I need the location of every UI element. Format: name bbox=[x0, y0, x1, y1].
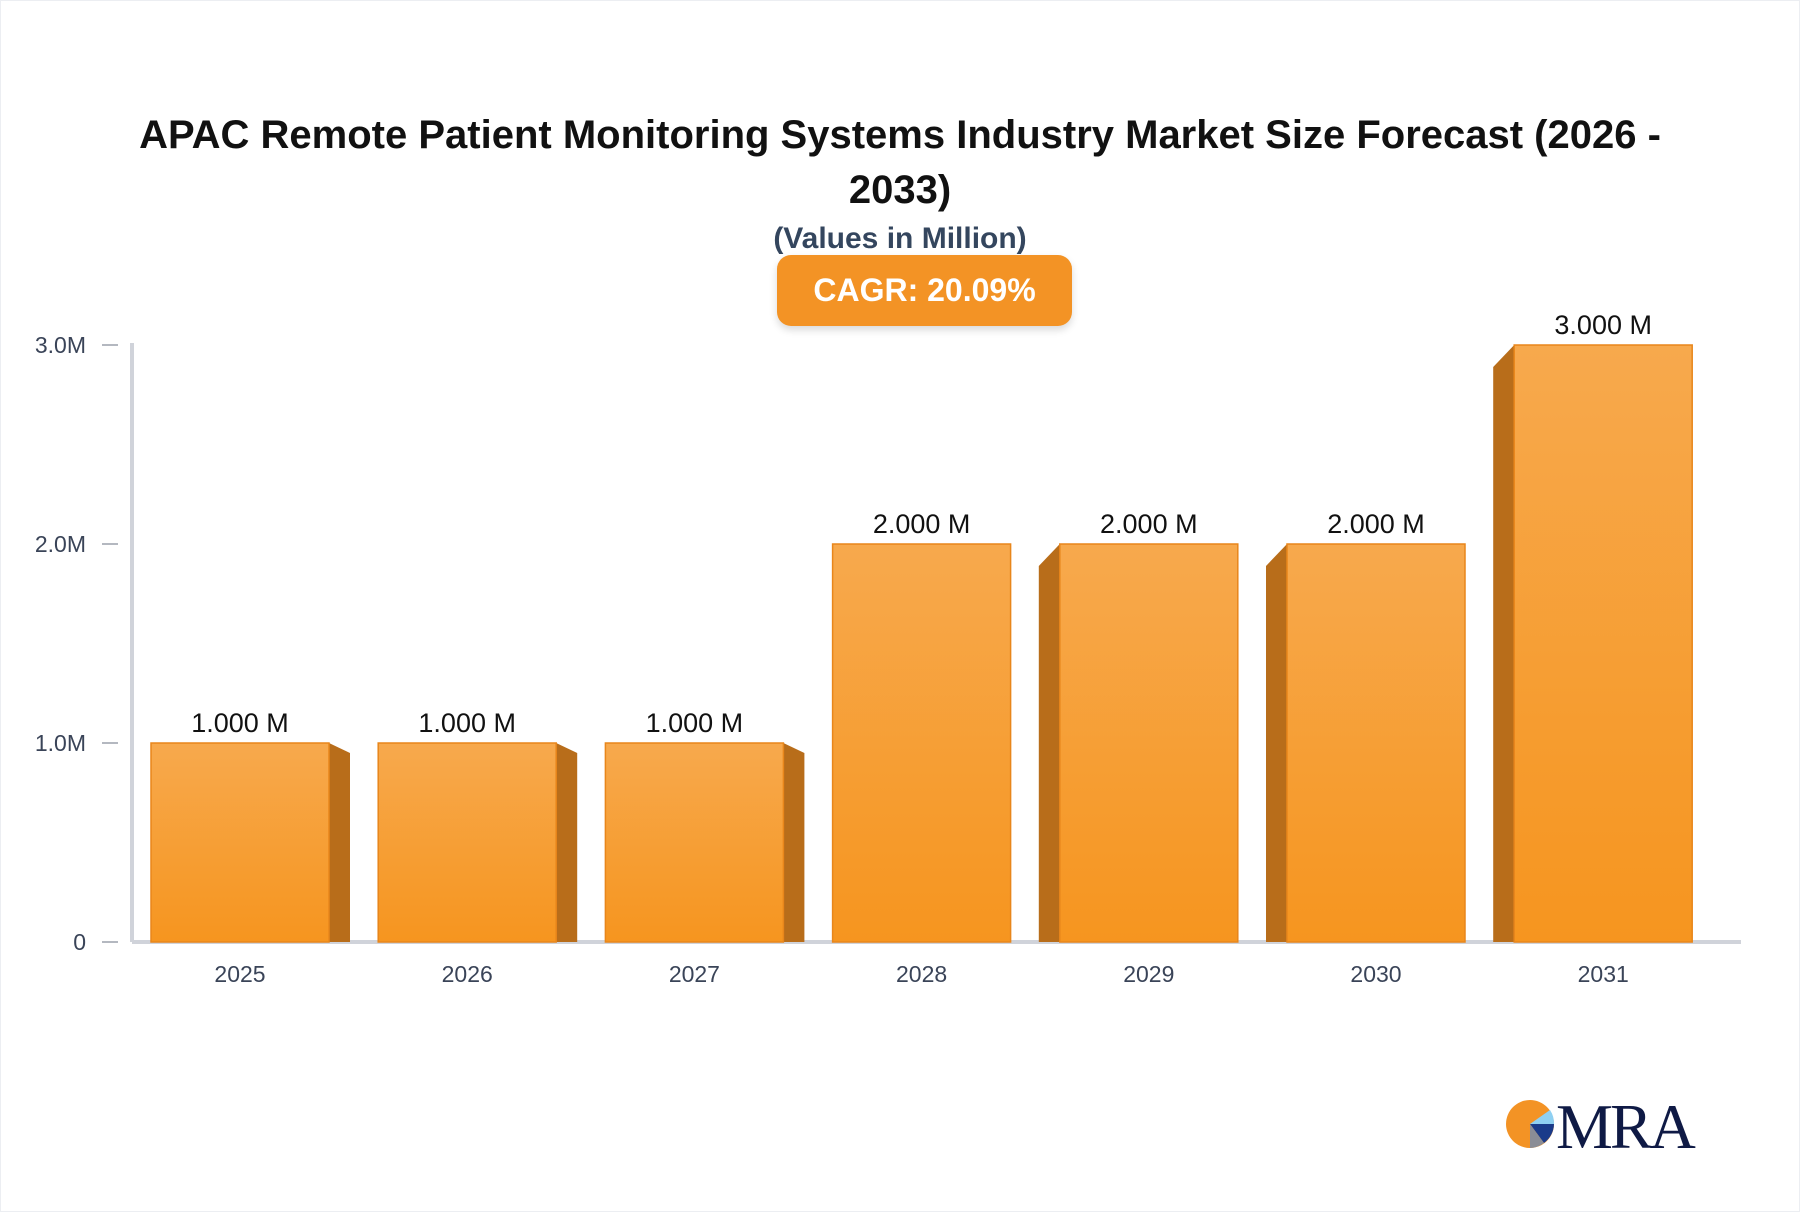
data-label: 2.000 M bbox=[1327, 509, 1425, 539]
bar-side-face bbox=[1038, 544, 1060, 942]
x-tick-label: 2031 bbox=[1578, 961, 1629, 987]
bar-side-face bbox=[329, 743, 350, 942]
x-tick-label: 2030 bbox=[1350, 961, 1401, 987]
bar-2029 bbox=[1059, 543, 1239, 943]
y-tick-label: 0 bbox=[73, 929, 86, 955]
mra-logo: MRA bbox=[1506, 1091, 1706, 1162]
bar-2031 bbox=[1513, 344, 1693, 943]
bar-side-face bbox=[783, 743, 805, 942]
x-tick-label: 2027 bbox=[669, 961, 720, 987]
bar-side-face bbox=[1266, 544, 1287, 942]
logo-text: MRA bbox=[1556, 1091, 1696, 1162]
bar-2027 bbox=[604, 742, 785, 943]
data-label: 2.000 M bbox=[873, 509, 971, 539]
chart-title: APAC Remote Patient Monitoring Systems I… bbox=[139, 113, 1661, 212]
bar-2025 bbox=[150, 742, 330, 943]
x-tick-label: 2029 bbox=[1123, 961, 1174, 987]
y-tick-label: 2.0M bbox=[35, 531, 86, 557]
y-tick-label: 3.0M bbox=[35, 332, 86, 358]
bar-2026 bbox=[377, 742, 557, 943]
y-tick-label: 1.0M bbox=[35, 730, 86, 756]
chart-subtitle: (Values in Million) bbox=[773, 222, 1027, 255]
bar-2030 bbox=[1286, 543, 1466, 943]
x-tick-label: 2028 bbox=[896, 961, 947, 987]
data-label: 1.000 M bbox=[646, 708, 744, 738]
x-tick-label: 2025 bbox=[214, 961, 265, 987]
pie-logo-icon bbox=[1506, 1100, 1555, 1148]
data-label: 1.000 M bbox=[191, 708, 289, 738]
bar-2028 bbox=[831, 543, 1012, 943]
data-label: 2.000 M bbox=[1100, 509, 1198, 539]
cagr-badge: CAGR: 20.09% bbox=[777, 255, 1072, 326]
data-label: 1.000 M bbox=[418, 708, 516, 738]
bar-side-face bbox=[556, 743, 578, 942]
x-tick-label: 2026 bbox=[442, 961, 493, 987]
bar-side-face bbox=[1493, 345, 1515, 942]
data-label: 3.000 M bbox=[1554, 310, 1652, 340]
